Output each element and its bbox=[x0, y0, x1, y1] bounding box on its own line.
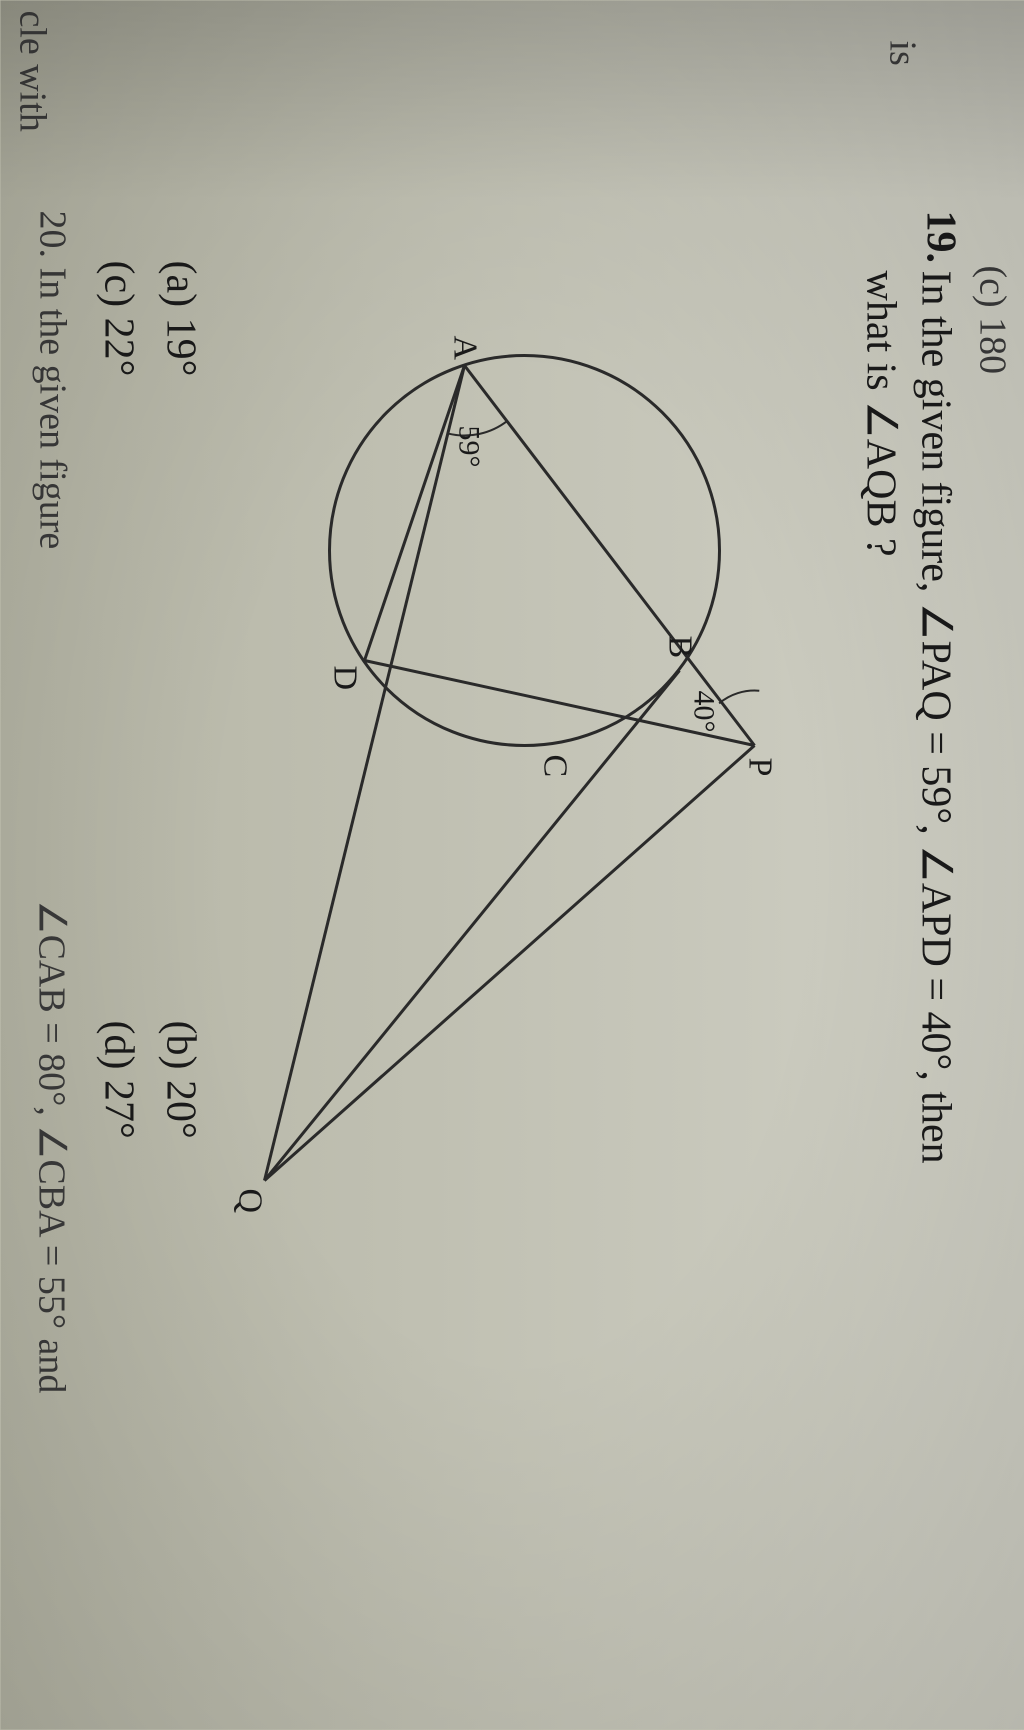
option-b: (b) 20° bbox=[157, 1021, 205, 1139]
svg-text:C: C bbox=[537, 755, 574, 778]
question-text-line2: what is ∠AQB ? bbox=[857, 271, 907, 557]
question-text-line1: In the given figure, ∠PAQ = 59°, ∠APD = … bbox=[906, 271, 965, 1164]
geometry-diagram: P B C A D Q 40° 59° bbox=[225, 261, 805, 1241]
footer-right: ∠CAB = 80°, ∠CBA = 55° and bbox=[30, 901, 75, 1394]
svg-text:D: D bbox=[327, 666, 364, 691]
option-d: (d) 27° bbox=[95, 1021, 143, 1139]
svg-text:Q: Q bbox=[232, 1189, 269, 1214]
footer-mid: 20. In the given figure bbox=[31, 211, 75, 550]
svg-text:59°: 59° bbox=[453, 426, 486, 468]
option-c: (c) 22° bbox=[95, 261, 143, 377]
question-number: 19. bbox=[917, 211, 965, 264]
svg-text:40°: 40° bbox=[688, 691, 721, 733]
option-a: (a) 19° bbox=[157, 261, 205, 377]
previous-option-c: (c) 180 bbox=[971, 266, 1015, 375]
margin-text-is: is bbox=[881, 41, 925, 66]
svg-text:A: A bbox=[447, 336, 484, 361]
footer-left: cle with bbox=[11, 11, 55, 132]
svg-text:B: B bbox=[662, 636, 699, 659]
svg-text:P: P bbox=[742, 758, 779, 777]
